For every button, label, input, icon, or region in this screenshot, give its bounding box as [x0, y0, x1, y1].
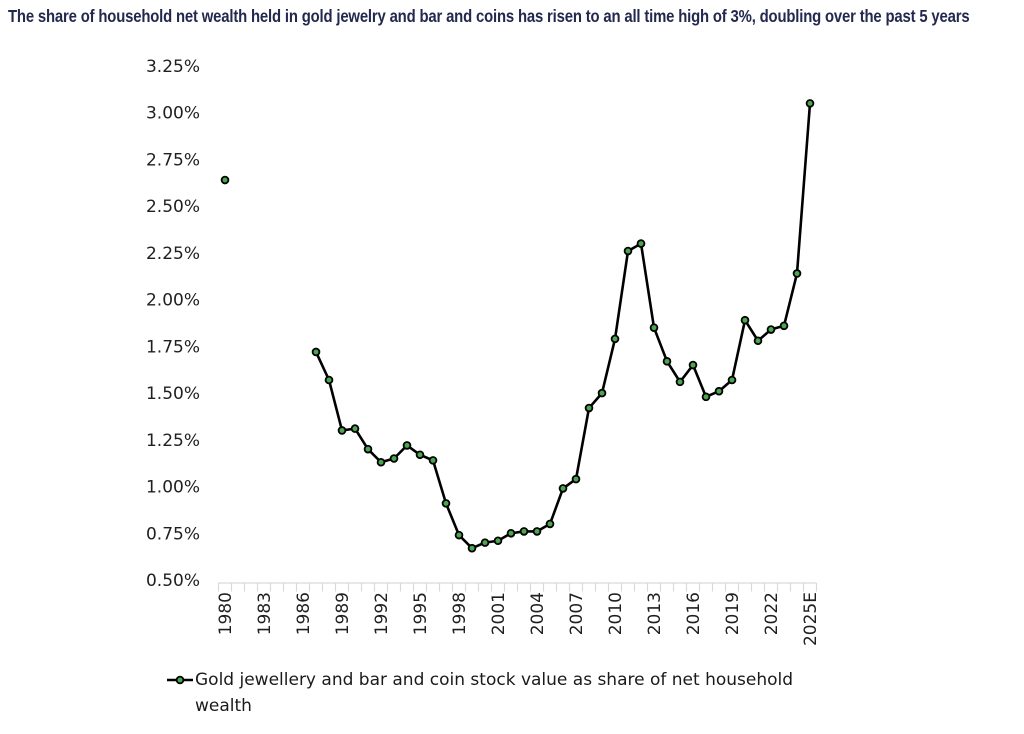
data-point-marker — [584, 403, 594, 413]
data-point-marker — [402, 441, 412, 450]
y-axis-label: 0.75% — [146, 524, 200, 544]
data-point-marker — [558, 484, 568, 493]
x-axis-label: 1995 — [411, 592, 431, 635]
x-axis-label: 1992 — [372, 592, 392, 635]
x-axis-label: 1986 — [294, 592, 314, 635]
data-point-marker — [662, 357, 672, 366]
chart-legend: Gold jewellery and bar and coin stock va… — [167, 667, 835, 719]
y-axis-label: 2.25% — [146, 244, 200, 264]
data-point-marker — [506, 528, 516, 538]
x-axis-label: 1980 — [216, 592, 236, 635]
data-point-marker — [532, 527, 542, 536]
data-point-marker — [753, 336, 763, 346]
x-axis-label: 1983 — [255, 592, 275, 635]
x-axis-label: 1998 — [450, 592, 470, 635]
data-point-marker — [740, 315, 750, 325]
data-point-marker — [792, 269, 802, 278]
data-point-marker — [649, 323, 659, 332]
y-axis-label: 1.50% — [146, 384, 200, 404]
x-axis-label: 2025E — [801, 592, 821, 646]
data-point-marker — [337, 426, 347, 435]
y-axis-label: 1.00% — [146, 478, 200, 498]
x-axis-label: 2022 — [762, 592, 782, 635]
data-point-marker — [467, 543, 477, 553]
data-point-marker — [610, 334, 620, 344]
y-axis-label: 0.50% — [146, 571, 200, 591]
x-axis-label: 2013 — [645, 592, 665, 635]
isolated-data-point-marker — [220, 175, 230, 185]
data-point-marker — [311, 347, 321, 357]
data-point-marker — [441, 499, 451, 508]
x-axis-label: 1989 — [333, 592, 353, 635]
x-axis-label: 2007 — [567, 592, 587, 635]
y-axis-label: 3.25% — [146, 57, 200, 77]
data-point-marker — [389, 454, 399, 463]
y-axis-label: 2.75% — [146, 150, 200, 170]
x-axis-label: 2004 — [528, 592, 548, 635]
data-point-marker — [324, 375, 334, 385]
data-point-marker — [415, 450, 425, 460]
y-axis-label: 2.00% — [146, 291, 200, 311]
data-point-marker — [597, 388, 607, 398]
data-point-marker — [779, 321, 789, 331]
data-point-marker — [363, 444, 373, 454]
data-point-marker — [545, 519, 555, 529]
data-point-marker — [766, 325, 776, 334]
data-point-marker — [727, 375, 737, 385]
x-axis-label: 2019 — [723, 592, 743, 635]
chart-title: The share of household net wealth held i… — [8, 6, 970, 26]
data-point-marker — [571, 474, 581, 484]
y-axis-label: 3.00% — [146, 104, 200, 124]
data-point-marker — [623, 246, 633, 256]
data-point-marker — [688, 360, 698, 370]
data-point-marker — [376, 457, 386, 467]
data-point-marker — [428, 456, 438, 465]
y-axis-label: 1.25% — [146, 431, 200, 451]
x-axis-label: 2016 — [684, 592, 704, 635]
data-point-marker — [493, 536, 503, 546]
series-line — [314, 102, 812, 550]
data-point-marker — [714, 386, 724, 396]
legend-label: Gold jewellery and bar and coin stock va… — [195, 670, 794, 716]
x-axis-label: 2010 — [606, 592, 626, 635]
y-axis-label: 2.50% — [146, 197, 200, 217]
data-point-marker — [636, 239, 646, 248]
legend-line-marker-icon — [167, 675, 193, 685]
data-point-marker — [701, 392, 711, 402]
data-point-marker — [480, 538, 490, 547]
data-point-marker — [675, 377, 685, 387]
data-point-marker — [519, 527, 529, 536]
y-axis-label: 1.75% — [146, 337, 200, 357]
data-point-marker — [454, 530, 464, 540]
data-point-marker — [805, 99, 815, 108]
data-point-marker — [350, 424, 360, 433]
x-axis-label: 2001 — [489, 592, 509, 635]
